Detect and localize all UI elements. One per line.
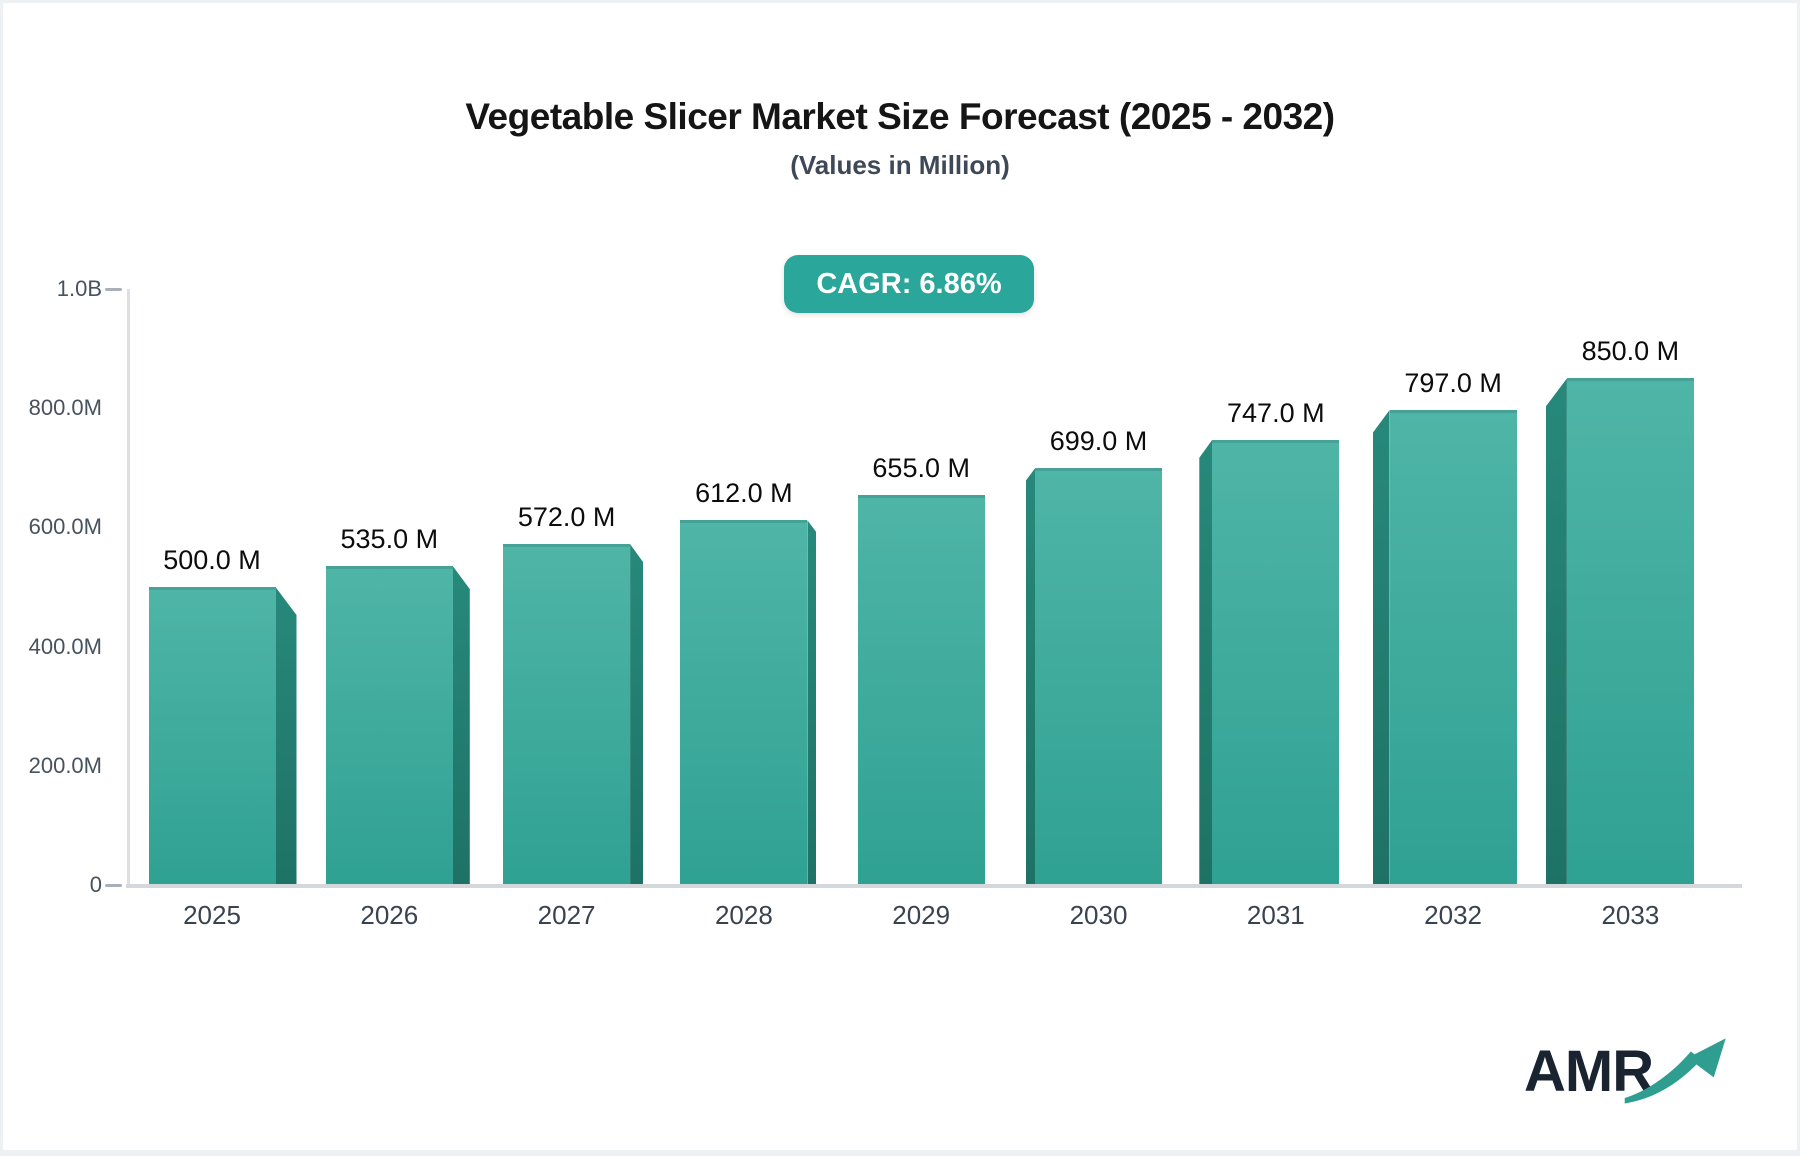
bar-3d-side-face [1199, 439, 1213, 885]
x-axis-year-label: 2025 [183, 900, 241, 930]
y-axis-tick-label: 800.0M [28, 395, 102, 421]
x-axis-line [126, 884, 1742, 888]
bar-value-label: 655.0 M [872, 452, 970, 483]
y-axis-tick-label: 200.0M [28, 752, 102, 778]
bar-value-label: 699.0 M [1049, 426, 1148, 457]
x-axis-year-label: 2028 [714, 900, 773, 930]
bar-value-label: 572.0 M [517, 502, 616, 533]
x-axis-year-label: 2031 [1246, 900, 1305, 930]
x-axis-year-label: 2029 [892, 900, 951, 930]
x-axis-year-label: 2033 [1601, 900, 1660, 930]
chart-subtitle: (Values in Million) [790, 150, 1010, 180]
bar[interactable] [1389, 409, 1517, 885]
bar-value-label: 797.0 M [1404, 367, 1502, 398]
bar-3d-side-face [1545, 378, 1567, 885]
growth-arrow-icon [1624, 1038, 1726, 1104]
bar[interactable] [148, 587, 276, 885]
x-axis-year-label: 2027 [537, 900, 596, 930]
y-axis-tick-label: 400.0M [28, 633, 102, 659]
bar-3d-side-face [630, 544, 644, 885]
bar[interactable] [503, 544, 631, 885]
bar-value-label: 535.0 M [340, 524, 439, 555]
bar[interactable] [1566, 378, 1694, 885]
chart-title: Vegetable Slicer Market Size Forecast (2… [465, 96, 1335, 137]
bar-3d-side-face [452, 566, 470, 885]
cagr-badge: CAGR: 6.86% [784, 255, 1034, 313]
bar[interactable] [1035, 468, 1162, 885]
bar-3d-side-face [1372, 409, 1390, 885]
x-axis-year-label: 2030 [1069, 900, 1128, 930]
y-axis-tick-label: 1.0B [56, 276, 102, 301]
x-axis-year-label: 2032 [1424, 900, 1483, 930]
bar-value-label: 747.0 M [1227, 397, 1325, 428]
bar[interactable] [1212, 439, 1340, 885]
bar-value-label: 612.0 M [695, 478, 793, 509]
bar[interactable] [680, 520, 808, 885]
y-axis-tick-mark [105, 288, 122, 291]
amr-logo: AMR [1524, 1032, 1726, 1112]
bar-3d-side-face [275, 587, 297, 885]
y-axis-line [127, 289, 130, 885]
x-axis-year-label: 2026 [360, 900, 419, 930]
y-axis-tick-label: 600.0M [28, 514, 102, 540]
bar[interactable] [857, 494, 985, 885]
bar[interactable] [325, 566, 453, 885]
bar-value-label: 500.0 M [163, 545, 261, 575]
y-axis-tick-mark [105, 884, 122, 887]
y-axis-tick-label: 0 [89, 872, 102, 897]
bar-3d-side-face [1026, 468, 1035, 885]
bar-3d-side-face [807, 520, 817, 885]
amr-logo-text: AMR [1524, 1039, 1654, 1104]
bar-value-label: 850.0 M [1581, 336, 1680, 367]
